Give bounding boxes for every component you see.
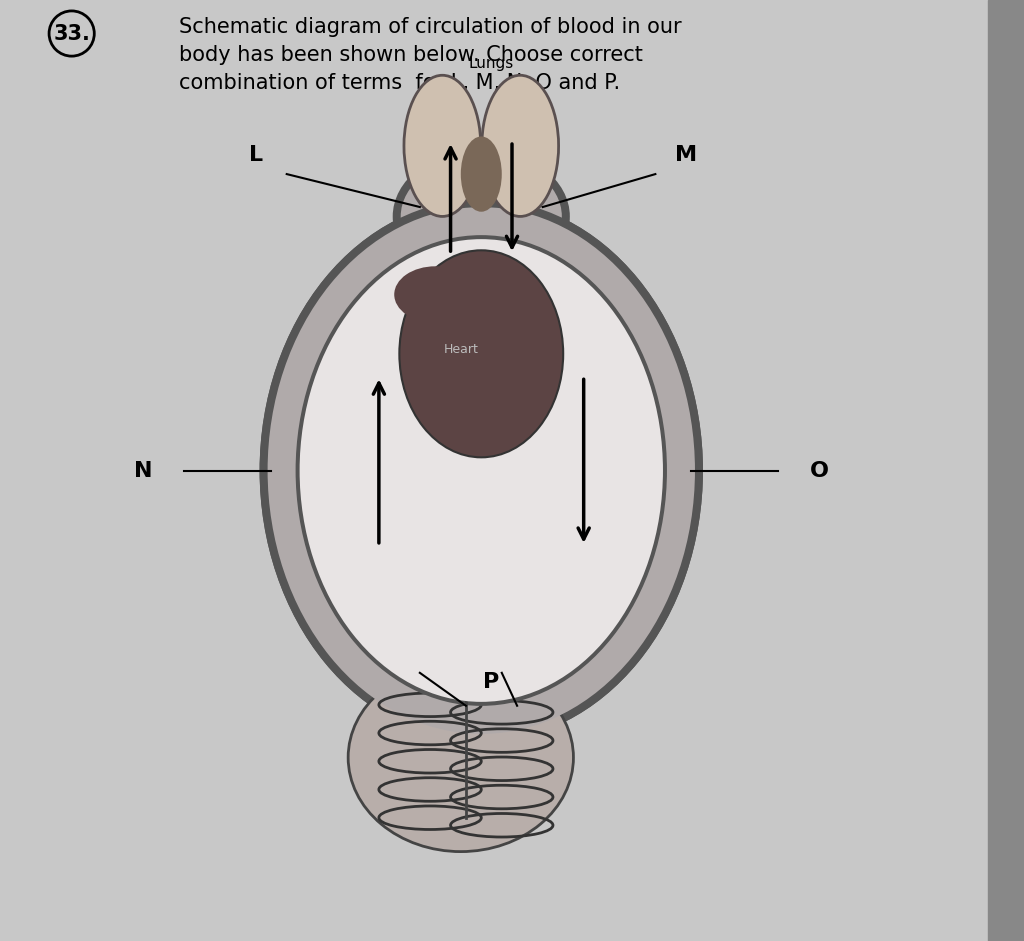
Ellipse shape [482,75,559,216]
Text: L: L [249,145,263,166]
Ellipse shape [267,207,695,734]
Ellipse shape [394,266,476,323]
Ellipse shape [300,239,663,702]
Text: O: O [810,460,828,481]
Ellipse shape [393,150,569,283]
Ellipse shape [429,185,534,247]
Ellipse shape [296,235,667,706]
Bar [988,0,1024,941]
Text: M: M [675,145,697,166]
Text: Schematic diagram of circulation of blood in our
body has been shown below. Choo: Schematic diagram of circulation of bloo… [179,17,682,93]
Ellipse shape [348,663,573,852]
Text: Lungs: Lungs [469,56,514,71]
Text: P: P [483,672,500,693]
Ellipse shape [260,199,702,742]
Ellipse shape [300,239,663,702]
Ellipse shape [260,199,702,742]
Ellipse shape [267,207,695,734]
Ellipse shape [403,75,481,216]
Ellipse shape [399,250,563,457]
Ellipse shape [471,269,543,320]
Ellipse shape [400,157,562,276]
Ellipse shape [296,235,667,706]
Ellipse shape [461,136,502,212]
Ellipse shape [433,189,529,244]
Text: Heart: Heart [443,343,478,357]
Text: N: N [134,460,153,481]
Text: 33.: 33. [53,24,90,43]
